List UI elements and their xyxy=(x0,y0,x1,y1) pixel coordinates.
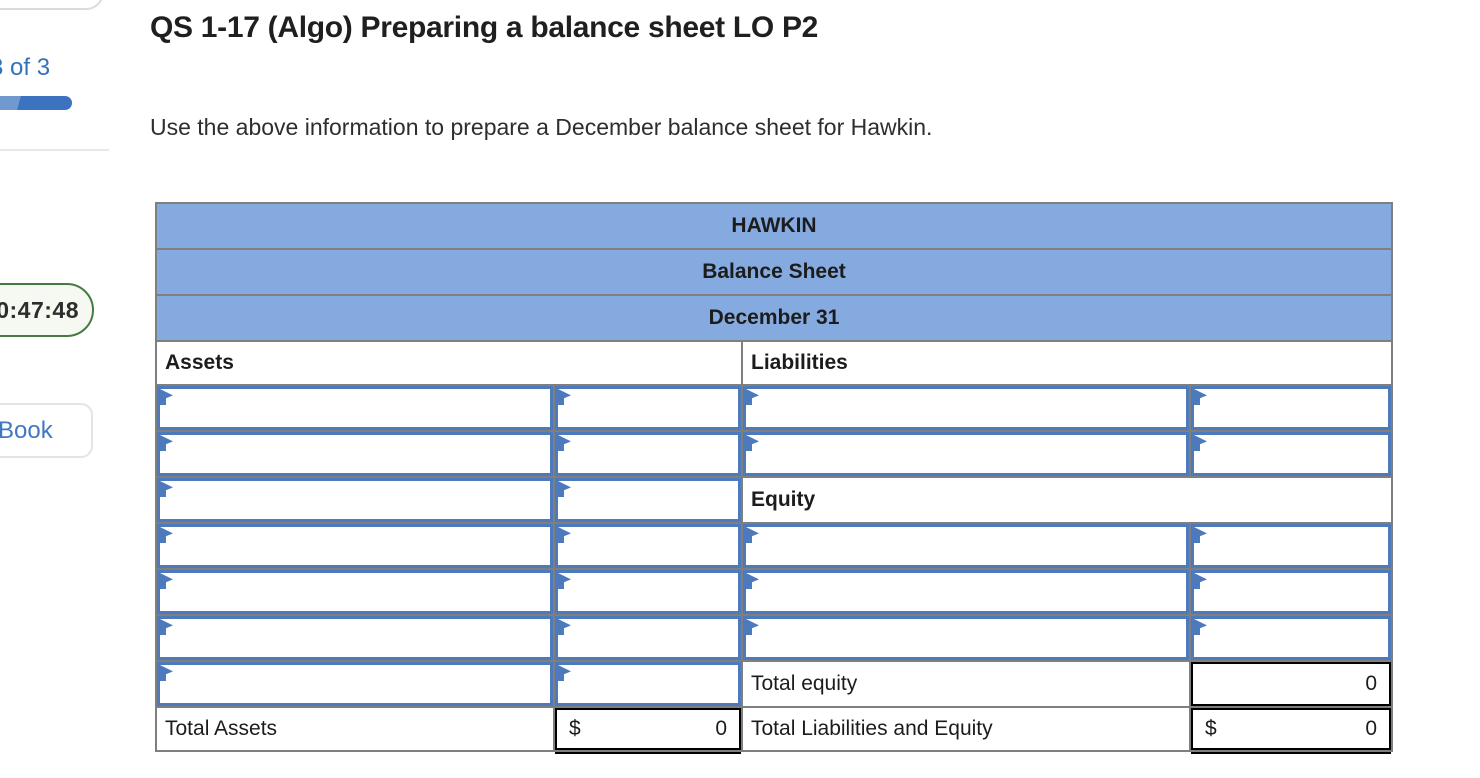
assets-amount-input[interactable] xyxy=(555,616,741,660)
dropdown-marker-icon xyxy=(160,435,173,451)
assets-item-input[interactable] xyxy=(157,478,553,522)
assets-section-header: Assets xyxy=(157,342,741,384)
ebook-link[interactable]: Book xyxy=(0,416,53,444)
dropdown-marker-icon xyxy=(558,389,571,405)
dropdown-marker-icon xyxy=(746,527,759,543)
assets-amount-input[interactable] xyxy=(555,662,741,706)
dropdown-marker-icon xyxy=(160,527,173,543)
assets-item-input[interactable] xyxy=(157,662,553,706)
dropdown-marker-icon xyxy=(558,481,571,497)
dropdown-marker-icon xyxy=(160,619,173,635)
dropdown-marker-icon xyxy=(160,573,173,589)
question-pagination: 3 of 3 xyxy=(0,54,51,81)
equity-item-input[interactable] xyxy=(743,524,1189,568)
dropdown-marker-icon xyxy=(558,619,571,635)
dropdown-marker-icon xyxy=(160,665,173,681)
total-equity-amount: 0 xyxy=(1191,662,1391,706)
assets-item-input[interactable] xyxy=(157,570,553,614)
liabilities-item-input[interactable] xyxy=(743,386,1189,430)
dropdown-marker-icon xyxy=(558,435,571,451)
liabilities-amount-input[interactable] xyxy=(1191,386,1391,430)
dropdown-marker-icon xyxy=(558,573,571,589)
liabilities-item-input[interactable] xyxy=(743,432,1189,476)
assets-item-input[interactable] xyxy=(157,524,553,568)
assets-amount-input[interactable] xyxy=(555,386,741,430)
total-assets-amount: $ 0 xyxy=(555,708,741,754)
dropdown-marker-icon xyxy=(1194,435,1207,451)
sidebar-card-corner xyxy=(0,0,104,10)
company-name-header: HAWKIN xyxy=(157,204,1391,248)
dropdown-marker-icon xyxy=(558,527,571,543)
timer-badge: 00:47:48 xyxy=(0,283,94,337)
dropdown-marker-icon xyxy=(160,389,173,405)
dropdown-marker-icon xyxy=(1194,573,1207,589)
progress-bar xyxy=(0,96,72,110)
timer-value: 00:47:48 xyxy=(0,296,79,323)
assets-amount-input[interactable] xyxy=(555,570,741,614)
total-assets-value: 0 xyxy=(715,717,727,740)
equity-amount-input[interactable] xyxy=(1191,524,1391,568)
dropdown-marker-icon xyxy=(746,619,759,635)
currency-symbol: $ xyxy=(569,717,581,740)
instruction-text: Use the above information to prepare a D… xyxy=(150,114,933,140)
ebook-card[interactable]: Book xyxy=(0,403,93,458)
page-title: QS 1-17 (Algo) Preparing a balance sheet… xyxy=(150,11,819,44)
total-assets-label: Total Assets xyxy=(157,708,553,750)
assets-amount-input[interactable] xyxy=(555,524,741,568)
statement-date-header: December 31 xyxy=(157,296,1391,340)
total-liabilities-equity-value: 0 xyxy=(1365,717,1377,740)
assets-item-input[interactable] xyxy=(157,432,553,476)
dropdown-marker-icon xyxy=(746,435,759,451)
dropdown-marker-icon xyxy=(1194,619,1207,635)
liabilities-amount-input[interactable] xyxy=(1191,432,1391,476)
total-liabilities-equity-label: Total Liabilities and Equity xyxy=(743,708,1189,750)
liabilities-section-header: Liabilities xyxy=(743,342,1391,384)
assets-amount-input[interactable] xyxy=(555,478,741,522)
statement-title-header: Balance Sheet xyxy=(157,250,1391,294)
dropdown-marker-icon xyxy=(746,389,759,405)
assets-amount-input[interactable] xyxy=(555,432,741,476)
dropdown-marker-icon xyxy=(160,481,173,497)
equity-amount-input[interactable] xyxy=(1191,570,1391,614)
equity-section-header: Equity xyxy=(743,478,1391,522)
equity-amount-input[interactable] xyxy=(1191,616,1391,660)
assets-item-input[interactable] xyxy=(157,616,553,660)
dropdown-marker-icon xyxy=(558,665,571,681)
equity-item-input[interactable] xyxy=(743,570,1189,614)
dropdown-marker-icon xyxy=(746,573,759,589)
total-liabilities-equity-amount: $ 0 xyxy=(1191,708,1391,754)
balance-sheet-table: HAWKIN Balance Sheet December 31 Assets … xyxy=(155,202,1393,754)
total-equity-label: Total equity xyxy=(743,662,1189,706)
sidebar-divider xyxy=(0,149,109,151)
dropdown-marker-icon xyxy=(1194,527,1207,543)
equity-item-input[interactable] xyxy=(743,616,1189,660)
assets-item-input[interactable] xyxy=(157,386,553,430)
currency-symbol: $ xyxy=(1205,717,1217,740)
dropdown-marker-icon xyxy=(1194,389,1207,405)
total-equity-value: 0 xyxy=(1365,672,1377,695)
